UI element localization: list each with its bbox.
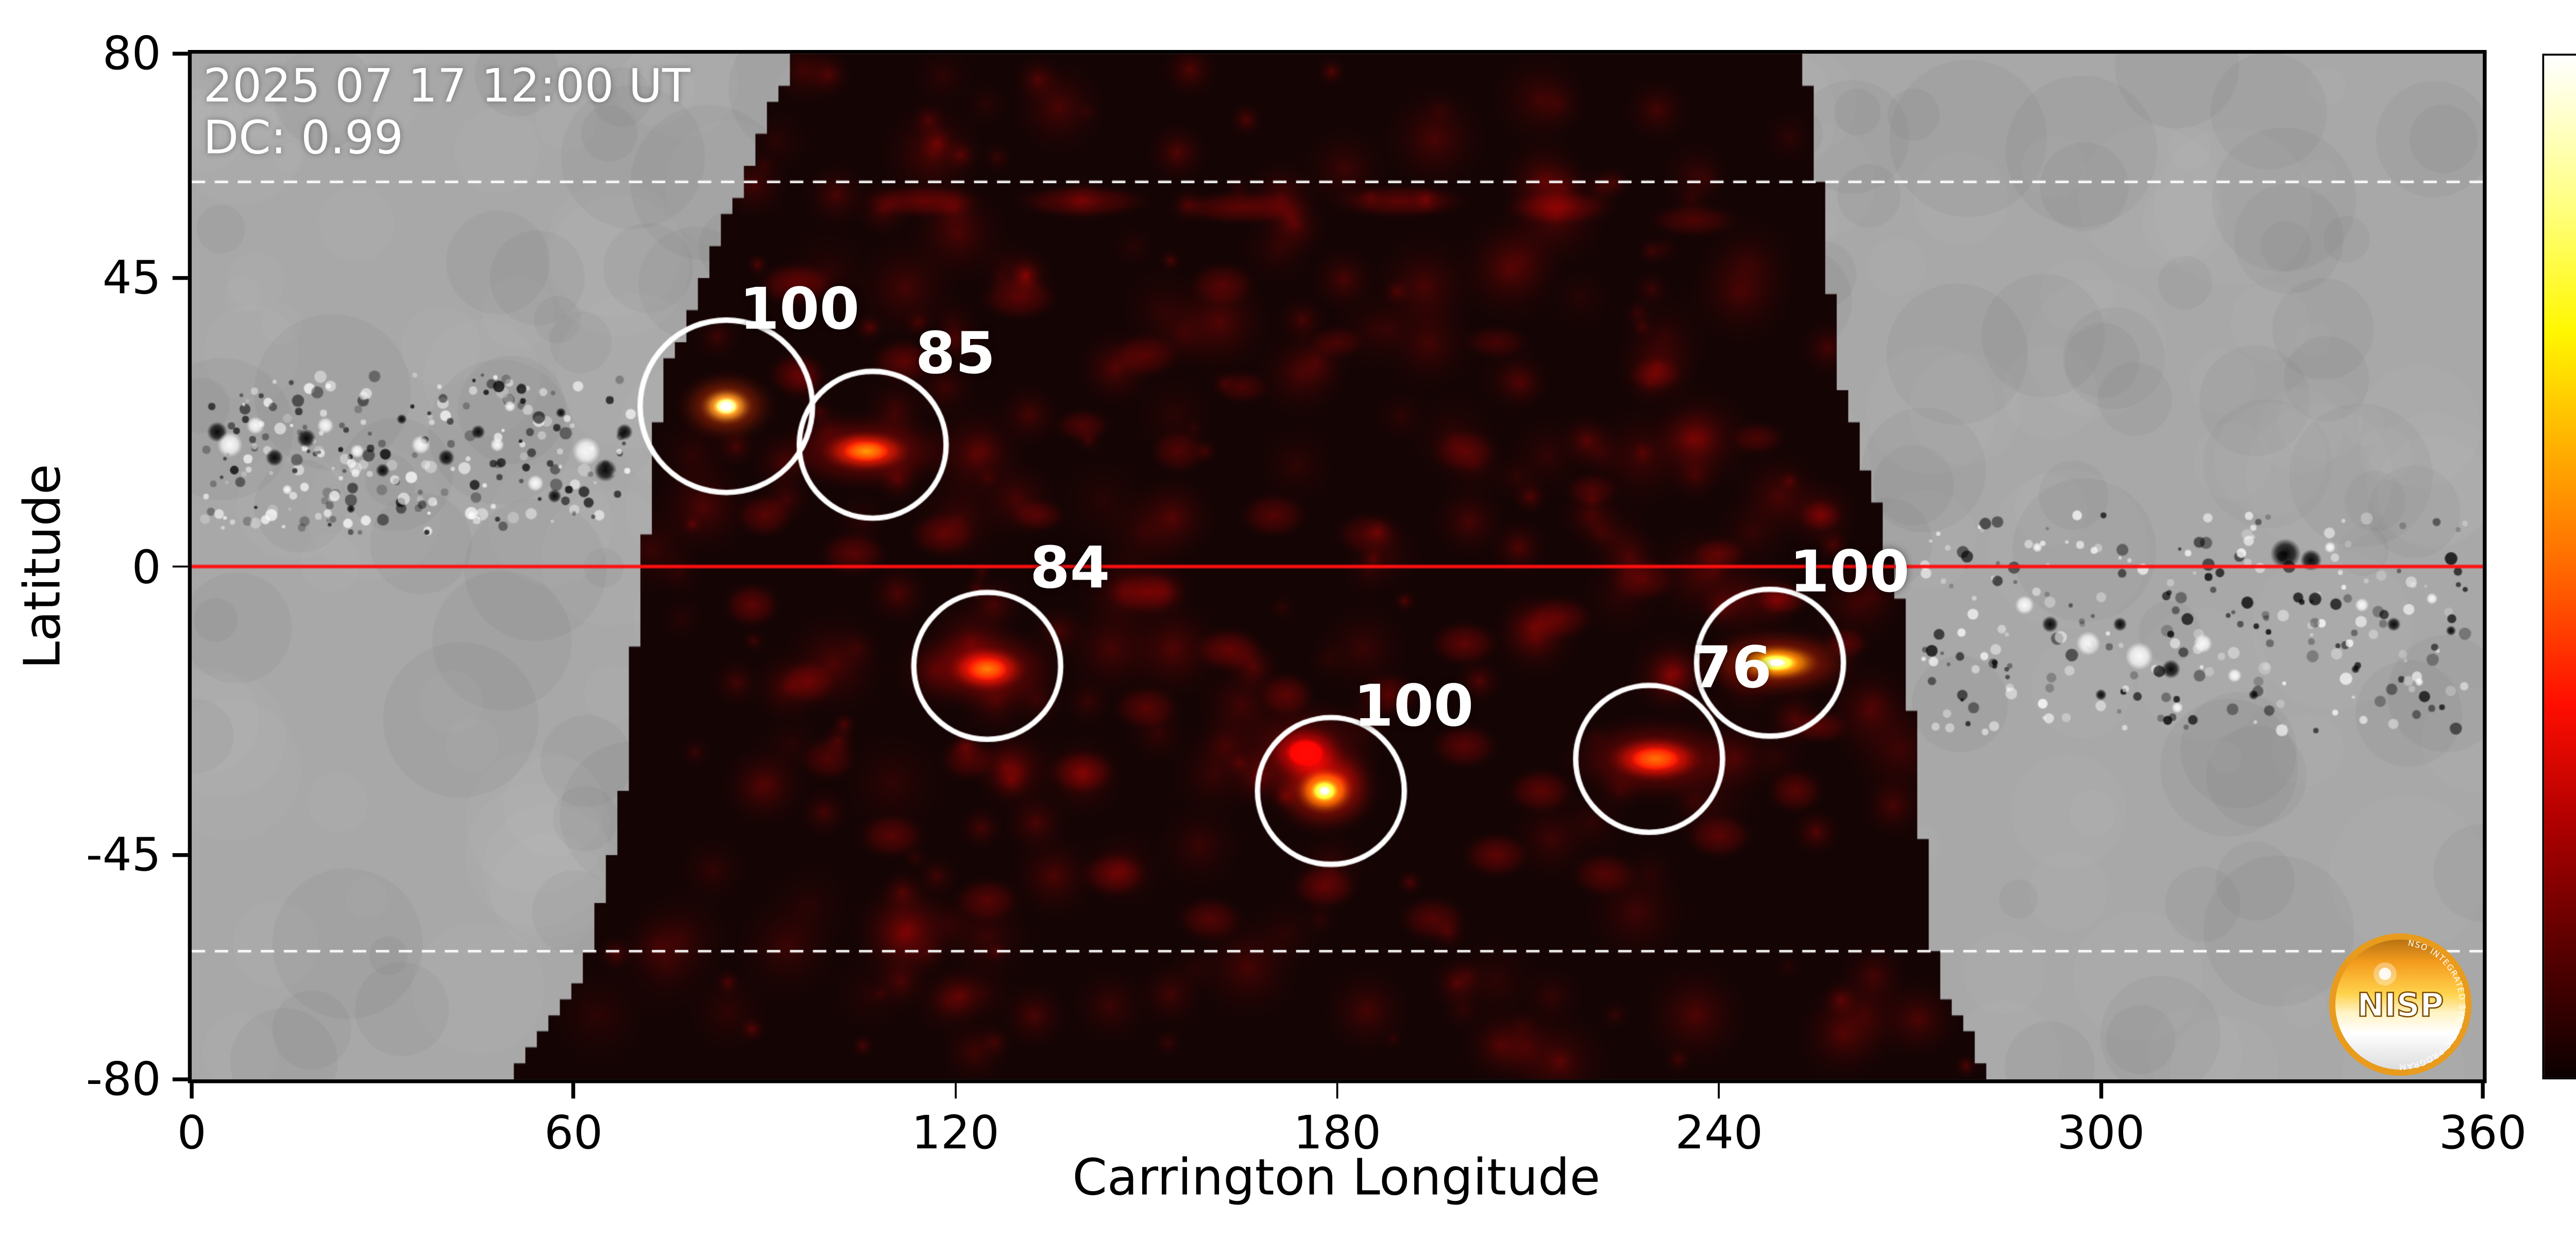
y-tick-label: 45 [102,251,161,305]
x-tick-label: 180 [1293,1106,1381,1160]
y-tick-label: 0 [131,539,161,593]
detection-score-label: 84 [1030,536,1110,603]
nisp-logo-icon: NSO INTEGRATED SYNOPTIC PROGRAM NISP [2329,933,2472,1076]
x-tick-label: 240 [1675,1106,1763,1160]
nisp-logo-text: NISP [2357,986,2444,1024]
x-tick-label: 0 [177,1106,207,1160]
x-tick-mark [190,1083,194,1099]
x-tick-mark [2481,1083,2484,1099]
y-tick-mark [172,565,188,568]
datetime-annotation: 2025 07 17 12:00 UT [203,59,690,113]
detection-score-label: 100 [739,276,860,344]
nisp-logo: NSO INTEGRATED SYNOPTIC PROGRAM NISP [2328,932,2473,1078]
y-tick-mark [172,853,188,857]
y-tick-mark [172,1078,188,1081]
detection-score-label: 85 [915,321,996,389]
y-tick-label: 80 [102,27,161,81]
dc-annotation: DC: 0.99 [203,111,403,165]
x-tick-label: 360 [2438,1106,2527,1160]
x-tick-label: 300 [2057,1106,2145,1160]
y-tick-label: -45 [86,828,161,882]
y-tick-label: -80 [86,1052,161,1107]
x-tick-mark [1335,1083,1339,1099]
x-tick-label: 120 [911,1106,999,1160]
x-tick-mark [2099,1083,2103,1099]
magnetogram-map-canvas [192,54,2483,1080]
detection-score-label: 100 [1353,674,1474,741]
y-tick-mark [172,276,188,280]
farside-colorbar-gradient [2542,54,2576,1080]
x-tick-mark [572,1083,575,1099]
x-tick-mark [954,1083,957,1099]
y-tick-mark [172,52,188,56]
x-tick-label: 60 [544,1106,603,1160]
detection-score-label: 100 [1789,539,1910,607]
x-tick-mark [1717,1083,1721,1099]
x-axis-label: Carrington Longitude [1072,1150,1601,1208]
detection-score-label: 76 [1691,635,1772,703]
